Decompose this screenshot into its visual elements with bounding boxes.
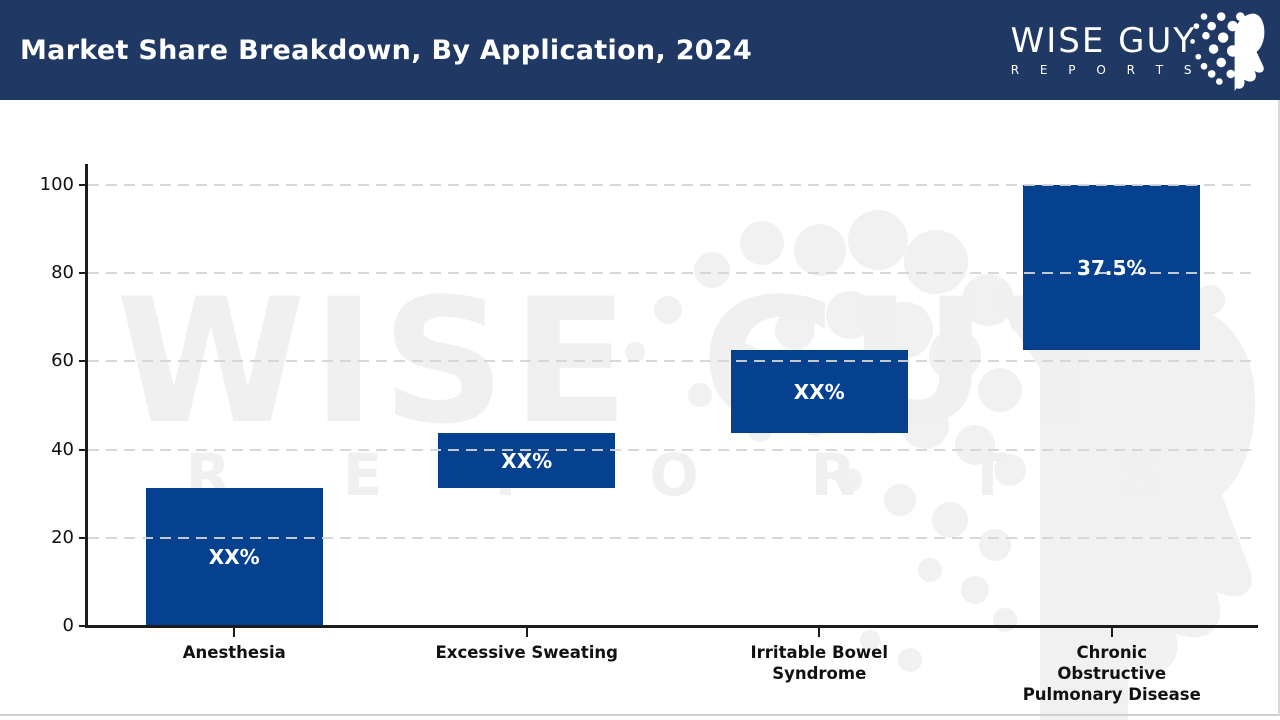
x-axis-line [85,625,1258,628]
y-tick-label-0: 0 [62,615,74,636]
bar-irritable-bowel-syndrome [730,350,908,434]
y-tick-label-100: 100 [39,174,74,195]
bar-anesthesia [145,488,323,626]
category-label-line: Obstructive [1057,664,1167,683]
category-label-line: Syndrome [772,664,867,683]
y-tick-60 [79,360,88,363]
category-label-line: Pulmonary Disease [1022,685,1201,704]
category-label-excessive-sweating: Excessive Sweating [397,642,657,663]
bar-value-label-irritable-bowel-syndrome: XX% [793,379,845,404]
y-tick-label-20: 20 [51,526,74,548]
logo-head-icon [1190,12,1265,92]
bar-value-label-excessive-sweating: XX% [501,448,553,473]
watermark-subtext: R E P O R T S [186,441,1208,509]
category-label-chronic-obstructive-pulmonary-disease: Chronic Obstructive Pulmonary Disease [982,642,1242,705]
logo-subname: R E P O R T S [1010,62,1200,77]
gridline-80 [88,272,1258,275]
y-axis-line [85,164,88,628]
category-label-line: Excessive Sweating [435,643,618,662]
bar-excessive-sweating [438,433,616,489]
bar-chronic-obstructive-pulmonary-disease [1023,185,1201,351]
category-label-line: Irritable Bowel [750,643,889,662]
gridline-60 [88,360,1258,363]
bar-value-label-chronic-obstructive-pulmonary-disease: 37.5% [1077,255,1147,280]
y-tick-label-40: 40 [51,438,74,460]
y-tick-40 [79,448,88,451]
y-tick-100 [79,184,88,186]
gridline-100 [88,184,1258,186]
gridline-40 [88,448,1258,451]
bar-value-label-anesthesia: XX% [208,545,260,570]
category-label-anesthesia: Anesthesia [104,642,364,663]
x-tick-anesthesia [233,628,236,637]
y-tick-label-80: 80 [51,262,74,284]
y-tick-label-60: 60 [51,350,74,372]
gridline-20 [88,536,1258,539]
x-tick-irritable-bowel-syndrome [818,628,821,637]
x-tick-chronic-obstructive-pulmonary-disease [1110,628,1113,637]
y-tick-0 [79,625,88,627]
wise-guy-reports-logo: WISE GUY R E P O R T S [1007,7,1266,93]
logo-text: WISE GUY R E P O R T S [1007,24,1200,77]
title-bar: Market Share Breakdown, By Application, … [0,0,1280,100]
y-tick-20 [79,536,88,539]
logo-name: WISE GUY [1010,20,1197,61]
x-tick-excessive-sweating [525,628,528,637]
category-label-line: Chronic [1076,643,1147,662]
y-tick-80 [79,272,88,275]
category-label-irritable-bowel-syndrome: Irritable Bowel Syndrome [689,642,949,684]
category-label-line: Anesthesia [182,643,286,662]
page-title: Market Share Breakdown, By Application, … [20,34,753,66]
